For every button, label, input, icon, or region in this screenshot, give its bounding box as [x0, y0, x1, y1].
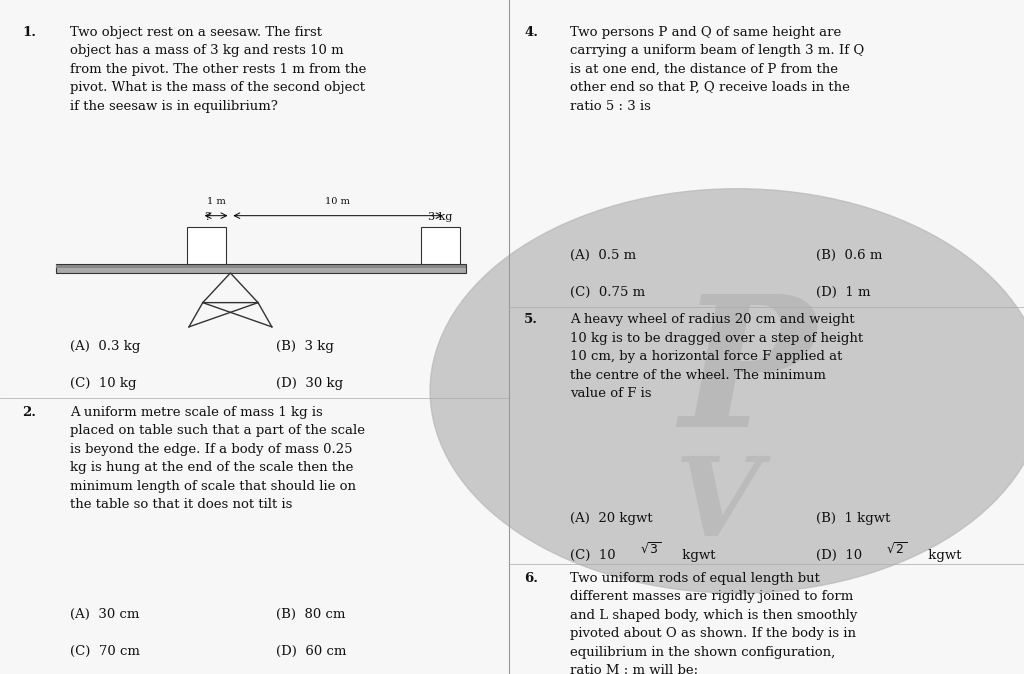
Text: 3 kg: 3 kg	[428, 212, 453, 222]
Text: Two uniform rods of equal length but
different masses are rigidly joined to form: Two uniform rods of equal length but dif…	[570, 572, 858, 674]
Text: P: P	[680, 289, 815, 466]
Text: 6.: 6.	[524, 572, 539, 584]
Text: (D)  10: (D) 10	[816, 549, 862, 562]
Text: A heavy wheel of radius 20 cm and weight
10 kg is to be dragged over a step of h: A heavy wheel of radius 20 cm and weight…	[570, 313, 863, 400]
Text: (D)  30 kg: (D) 30 kg	[276, 377, 344, 390]
Bar	[421, 227, 460, 264]
Text: V: V	[674, 452, 760, 559]
Text: (C)  70 cm: (C) 70 cm	[70, 645, 139, 658]
Text: 2.: 2.	[23, 406, 37, 419]
Text: (C)  10: (C) 10	[570, 549, 616, 562]
Text: (D)  60 cm: (D) 60 cm	[276, 645, 347, 658]
Bar	[56, 264, 466, 273]
Circle shape	[430, 189, 1024, 593]
Text: A uniform metre scale of mass 1 kg is
placed on table such that a part of the sc: A uniform metre scale of mass 1 kg is pl…	[70, 406, 365, 512]
Text: ?: ?	[204, 212, 210, 222]
Text: (B)  80 cm: (B) 80 cm	[276, 608, 346, 621]
Text: 1 m: 1 m	[207, 197, 225, 206]
Bar	[56, 265, 466, 268]
Text: (B)  1 kgwt: (B) 1 kgwt	[816, 512, 891, 525]
Text: Two object rest on a seesaw. The first
object has a mass of 3 kg and rests 10 m
: Two object rest on a seesaw. The first o…	[70, 26, 366, 113]
Text: 1.: 1.	[23, 26, 37, 38]
Text: (D)  1 m: (D) 1 m	[816, 286, 870, 299]
Text: (A)  20 kgwt: (A) 20 kgwt	[570, 512, 653, 525]
Bar	[187, 227, 226, 264]
Text: (A)  30 cm: (A) 30 cm	[70, 608, 139, 621]
Text: (A)  0.5 m: (A) 0.5 m	[570, 249, 637, 262]
Text: kgwt: kgwt	[678, 549, 716, 562]
Text: 4.: 4.	[524, 26, 539, 38]
Text: (A)  0.3 kg: (A) 0.3 kg	[70, 340, 140, 353]
Text: kgwt: kgwt	[924, 549, 962, 562]
Text: (C)  10 kg: (C) 10 kg	[70, 377, 136, 390]
Text: 10 m: 10 m	[326, 197, 350, 206]
Text: $\sqrt{2}$: $\sqrt{2}$	[886, 541, 907, 556]
Text: Two persons P and Q of same height are
carrying a uniform beam of length 3 m. If: Two persons P and Q of same height are c…	[570, 26, 864, 113]
Text: (B)  3 kg: (B) 3 kg	[276, 340, 335, 353]
Text: $\sqrt{3}$: $\sqrt{3}$	[640, 541, 662, 556]
Text: (B)  0.6 m: (B) 0.6 m	[816, 249, 883, 262]
Text: 5.: 5.	[524, 313, 539, 326]
Text: (C)  0.75 m: (C) 0.75 m	[570, 286, 645, 299]
